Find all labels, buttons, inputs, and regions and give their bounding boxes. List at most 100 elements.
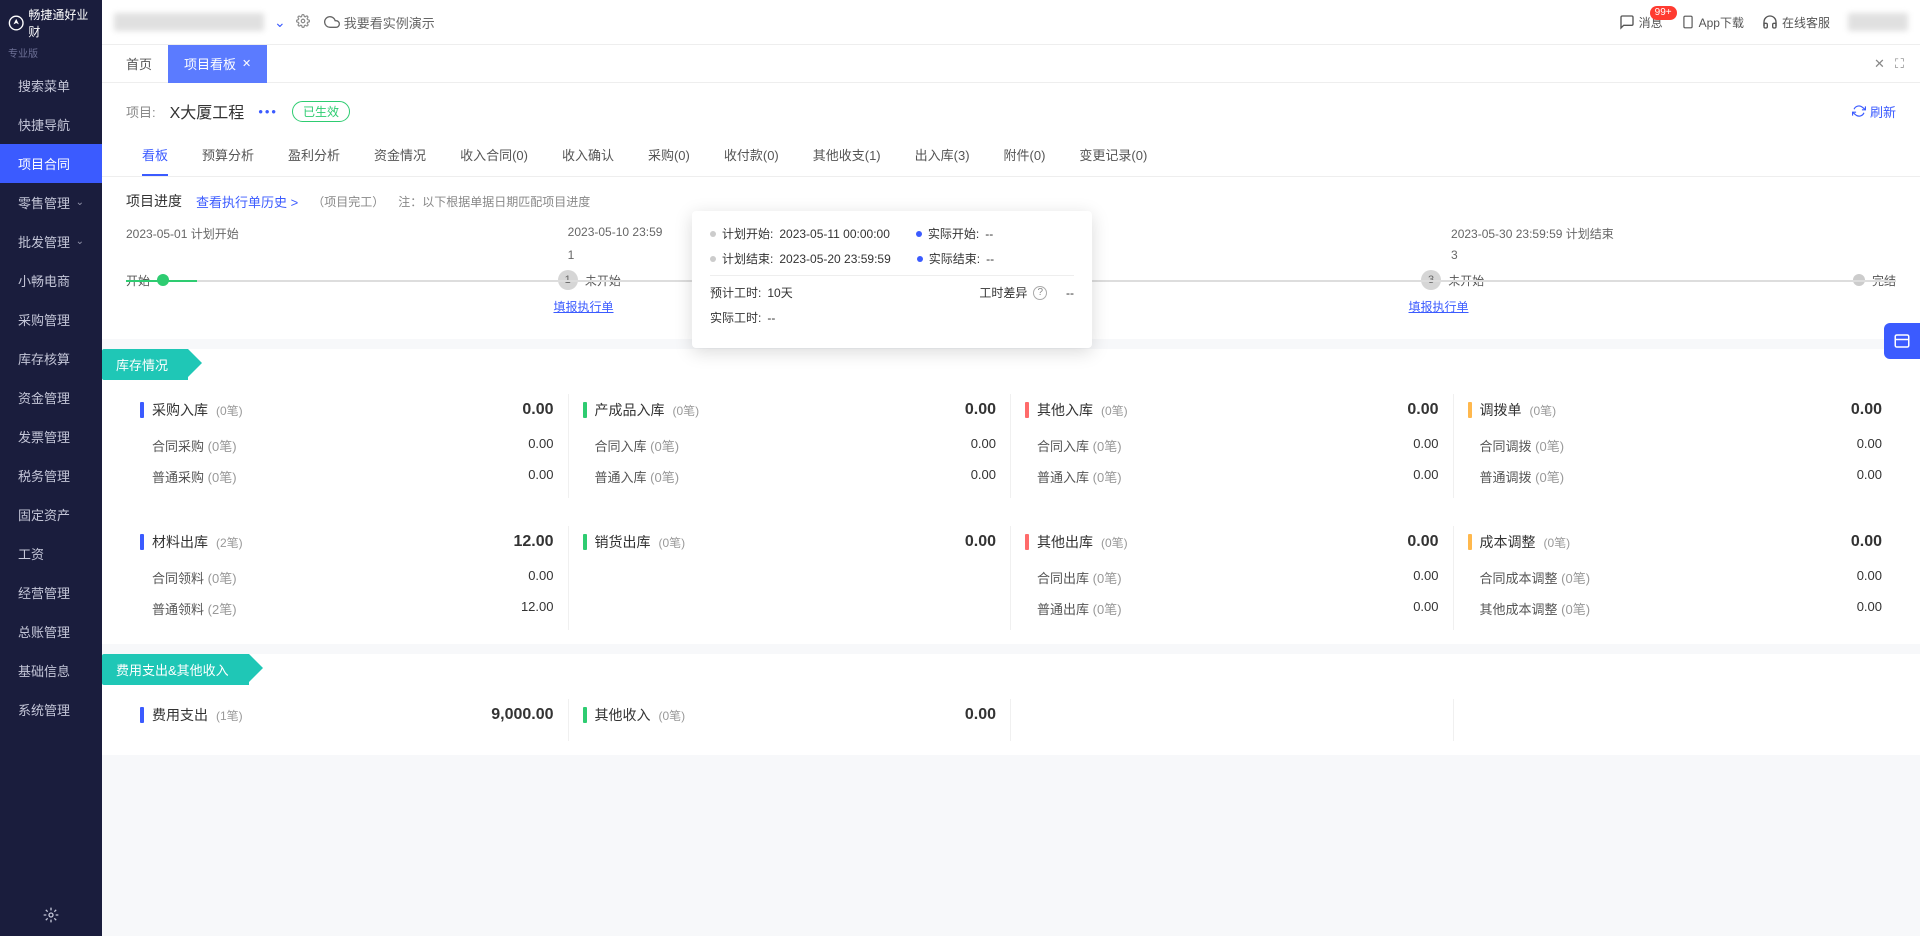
subtab-11[interactable]: 其他收支(1) <box>813 135 881 176</box>
card-title: 材料出库 <box>152 532 208 552</box>
inv-grid2-card-2: 其他出库 (0笔) 0.00 合同出库 (0笔)0.00普通出库 (0笔)0.0… <box>1011 526 1454 630</box>
card-value: 0.00 <box>965 401 996 419</box>
card-row: 合同入库 (0笔)0.00 <box>1025 430 1439 461</box>
more-actions-icon[interactable]: ••• <box>258 104 278 119</box>
refresh-button[interactable]: 刷新 <box>1852 102 1896 121</box>
app-download-button[interactable]: App下载 <box>1681 14 1744 31</box>
settings-gear-icon[interactable] <box>0 897 102 936</box>
subtab-0[interactable]: 看板 <box>142 135 168 176</box>
subtab-9[interactable]: 采购(0) <box>648 135 690 176</box>
page-tab-0[interactable]: 首页 <box>110 45 168 83</box>
sidebar-item-7[interactable]: 库存核算 <box>0 339 102 378</box>
card-value: 0.00 <box>522 401 553 419</box>
card-count: (0笔) <box>659 534 686 551</box>
org-gear-icon[interactable] <box>296 14 310 31</box>
help-icon[interactable]: ? <box>1033 286 1047 300</box>
sidebar-item-0[interactable]: 搜索菜单 <box>0 66 102 105</box>
color-bar-icon <box>1468 534 1472 550</box>
card-count: (0笔) <box>1544 534 1571 551</box>
subtab-5[interactable]: 收入确认 <box>562 135 614 176</box>
sidebar-item-9[interactable]: 发票管理 <box>0 417 102 456</box>
card-count: (0笔) <box>673 402 700 419</box>
service-label: 在线客服 <box>1782 14 1830 31</box>
cloud-icon <box>324 14 340 30</box>
expense-section: 费用支出&其他收入 费用支出 (1笔) 9,000.00 其他收入 (0笔) 0… <box>102 654 1920 755</box>
sidebar-item-13[interactable]: 经营管理 <box>0 573 102 612</box>
card-row: 普通入库 (0笔)0.00 <box>583 461 997 492</box>
project-name: X大厦工程 <box>170 99 245 123</box>
card-title: 其他收入 <box>595 705 651 725</box>
page-tab-1[interactable]: 项目看板✕ <box>168 45 267 83</box>
card-count: (0笔) <box>216 402 243 419</box>
demo-button[interactable]: 我要看实例演示 <box>324 13 435 32</box>
edition-label: 专业版 <box>0 45 102 66</box>
color-bar-icon <box>140 402 144 418</box>
card-value: 0.00 <box>1851 401 1882 419</box>
subtab-3[interactable]: 资金情况 <box>374 135 426 176</box>
sidebar-item-11[interactable]: 固定资产 <box>0 495 102 534</box>
subtab-1[interactable]: 预算分析 <box>202 135 254 176</box>
main: ⌄ 我要看实例演示 消息 99+ App下载 <box>102 0 1920 936</box>
phone-icon <box>1681 14 1695 30</box>
sidebar-item-3[interactable]: 零售管理⌄ <box>0 183 102 222</box>
side-indicator-icon[interactable] <box>1884 323 1920 359</box>
card-value: 9,000.00 <box>491 706 553 724</box>
inv-grid2-card-0: 材料出库 (2笔) 12.00 合同领料 (0笔)0.00普通领料 (2笔)12… <box>126 526 569 630</box>
user-avatar-blurred[interactable] <box>1848 13 1908 31</box>
history-link[interactable]: 查看执行单历史 > <box>196 192 298 211</box>
stage-label: （项目完工） <box>312 193 384 210</box>
project-label: 项目: <box>126 102 156 121</box>
org-name-blurred <box>114 13 264 31</box>
sidebar-item-14[interactable]: 总账管理 <box>0 612 102 651</box>
close-tab-icon[interactable]: ✕ <box>1874 56 1885 72</box>
sidebar-item-10[interactable]: 税务管理 <box>0 456 102 495</box>
card-row: 合同成本调整 (0笔)0.00 <box>1468 562 1883 593</box>
card-row: 合同领料 (0笔)0.00 <box>140 562 554 593</box>
card-row: 普通采购 (0笔)0.00 <box>140 461 554 492</box>
expand-icon[interactable]: ⛶ <box>1895 56 1904 72</box>
sidebar-item-6[interactable]: 采购管理 <box>0 300 102 339</box>
logo-icon <box>8 14 24 32</box>
subtab-13[interactable]: 附件(0) <box>1004 135 1046 176</box>
sidebar: 畅捷通好业财 专业版 搜索菜单快捷导航项目合同零售管理⌄批发管理⌄小畅电商采购管… <box>0 0 102 936</box>
sidebar-item-2[interactable]: 项目合同 <box>0 144 102 183</box>
exp-grid-card-2 <box>1011 699 1454 741</box>
messages-badge: 99+ <box>1650 6 1677 20</box>
inventory-section-title: 库存情况 <box>102 349 188 380</box>
card-row: 普通出库 (0笔)0.00 <box>1025 593 1439 624</box>
sidebar-item-4[interactable]: 批发管理⌄ <box>0 222 102 261</box>
inv-grid2-card-1: 销货出库 (0笔) 0.00 <box>569 526 1012 630</box>
card-value: 0.00 <box>1851 533 1882 551</box>
subtab-14[interactable]: 变更记录(0) <box>1079 135 1147 176</box>
fill-exec-link-3[interactable]: 填报执行单 <box>1409 300 1469 314</box>
inventory-section: 库存情况 采购入库 (0笔) 0.00 合同采购 (0笔)0.00普通采购 (0… <box>102 349 1920 644</box>
card-title: 费用支出 <box>152 705 208 725</box>
color-bar-icon <box>1025 402 1029 418</box>
card-value: 0.00 <box>1407 401 1438 419</box>
sidebar-item-12[interactable]: 工资 <box>0 534 102 573</box>
org-dropdown-chev-icon[interactable]: ⌄ <box>274 14 286 31</box>
subtab-2[interactable]: 盈利分析 <box>288 135 340 176</box>
subtab-12[interactable]: 出入库(3) <box>915 135 970 176</box>
sidebar-item-8[interactable]: 资金管理 <box>0 378 102 417</box>
service-button[interactable]: 在线客服 <box>1762 14 1830 31</box>
sidebar-item-15[interactable]: 基础信息 <box>0 651 102 690</box>
sidebar-item-5[interactable]: 小畅电商 <box>0 261 102 300</box>
card-value: 0.00 <box>965 533 996 551</box>
sidebar-item-16[interactable]: 系统管理 <box>0 690 102 729</box>
tab-close-icon[interactable]: ✕ <box>242 57 251 70</box>
subtab-10[interactable]: 收付款(0) <box>724 135 779 176</box>
card-title: 采购入库 <box>152 400 208 420</box>
color-bar-icon <box>140 534 144 550</box>
card-row: 普通领料 (2笔)12.00 <box>140 593 554 624</box>
sidebar-item-1[interactable]: 快捷导航 <box>0 105 102 144</box>
card-title: 其他出库 <box>1037 532 1093 552</box>
topbar: ⌄ 我要看实例演示 消息 99+ App下载 <box>102 0 1920 45</box>
messages-button[interactable]: 消息 99+ <box>1619 14 1663 31</box>
project-header: 项目: X大厦工程 ••• 已生效 刷新 <box>102 83 1920 135</box>
subtab-4[interactable]: 收入合同(0) <box>460 135 528 176</box>
fill-exec-link-1[interactable]: 填报执行单 <box>554 300 614 314</box>
card-title: 销货出库 <box>595 532 651 552</box>
card-value: 12.00 <box>513 533 553 551</box>
logo: 畅捷通好业财 <box>0 0 102 45</box>
